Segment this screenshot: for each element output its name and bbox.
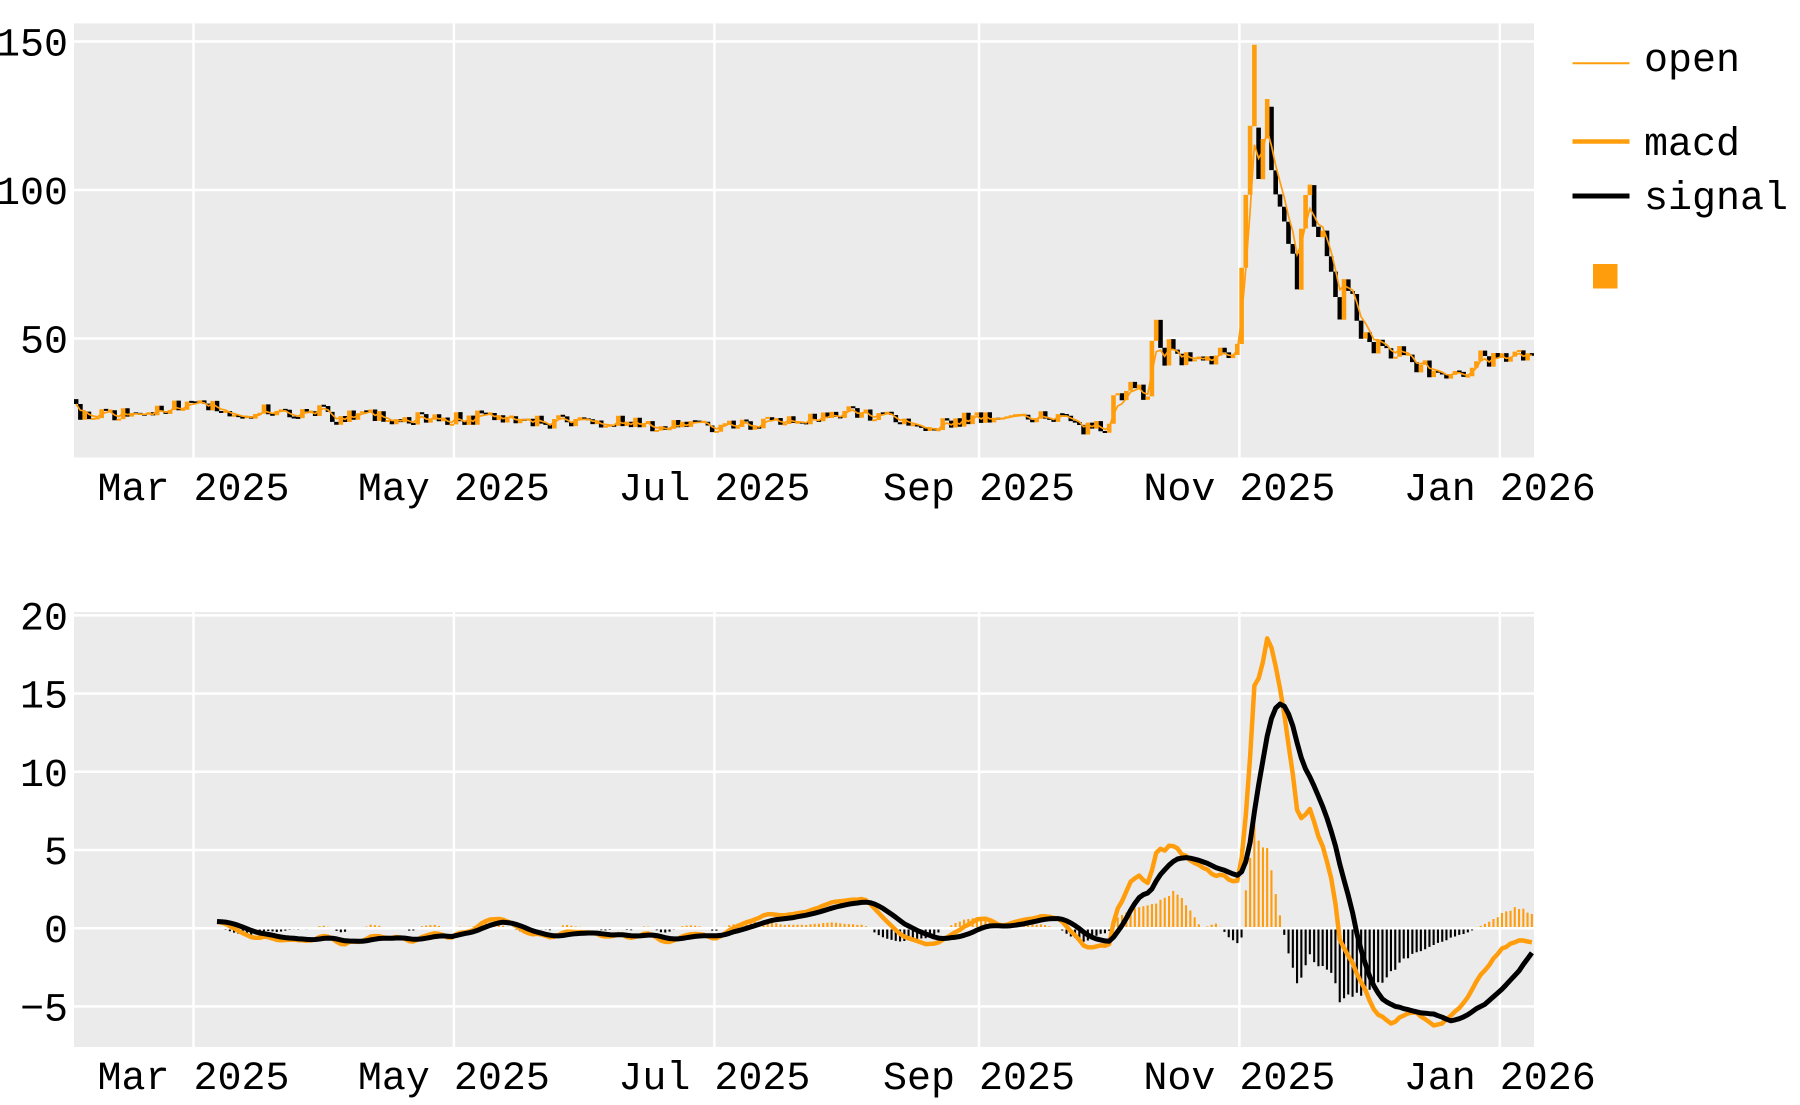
svg-text:50: 50 — [20, 321, 68, 366]
svg-text:10: 10 — [20, 754, 68, 799]
svg-text:macd: macd — [1644, 123, 1740, 168]
svg-text:15: 15 — [20, 676, 68, 721]
svg-text:20: 20 — [20, 597, 68, 642]
svg-text:Mar 2025: Mar 2025 — [97, 1057, 289, 1100]
svg-text:Nov 2025: Nov 2025 — [1143, 468, 1335, 513]
svg-text:−5: −5 — [20, 988, 68, 1033]
svg-text:Mar 2025: Mar 2025 — [97, 468, 289, 513]
svg-text:Jan 2026: Jan 2026 — [1404, 468, 1596, 513]
svg-text:signal: signal — [1644, 177, 1788, 222]
svg-text:Nov 2025: Nov 2025 — [1143, 1057, 1335, 1100]
svg-text:Sep 2025: Sep 2025 — [883, 1057, 1075, 1100]
svg-text:open: open — [1644, 39, 1740, 84]
svg-text:May 2025: May 2025 — [358, 468, 550, 513]
svg-text:May 2025: May 2025 — [358, 1057, 550, 1100]
svg-text:0: 0 — [44, 910, 68, 955]
svg-text:Jul 2025: Jul 2025 — [618, 468, 810, 513]
svg-text:150: 150 — [0, 24, 68, 69]
svg-text:Sep 2025: Sep 2025 — [883, 468, 1075, 513]
svg-text:Jan 2026: Jan 2026 — [1404, 1057, 1596, 1100]
svg-text:5: 5 — [44, 832, 68, 877]
svg-text:Jul 2025: Jul 2025 — [618, 1057, 810, 1100]
svg-text:100: 100 — [0, 172, 68, 217]
